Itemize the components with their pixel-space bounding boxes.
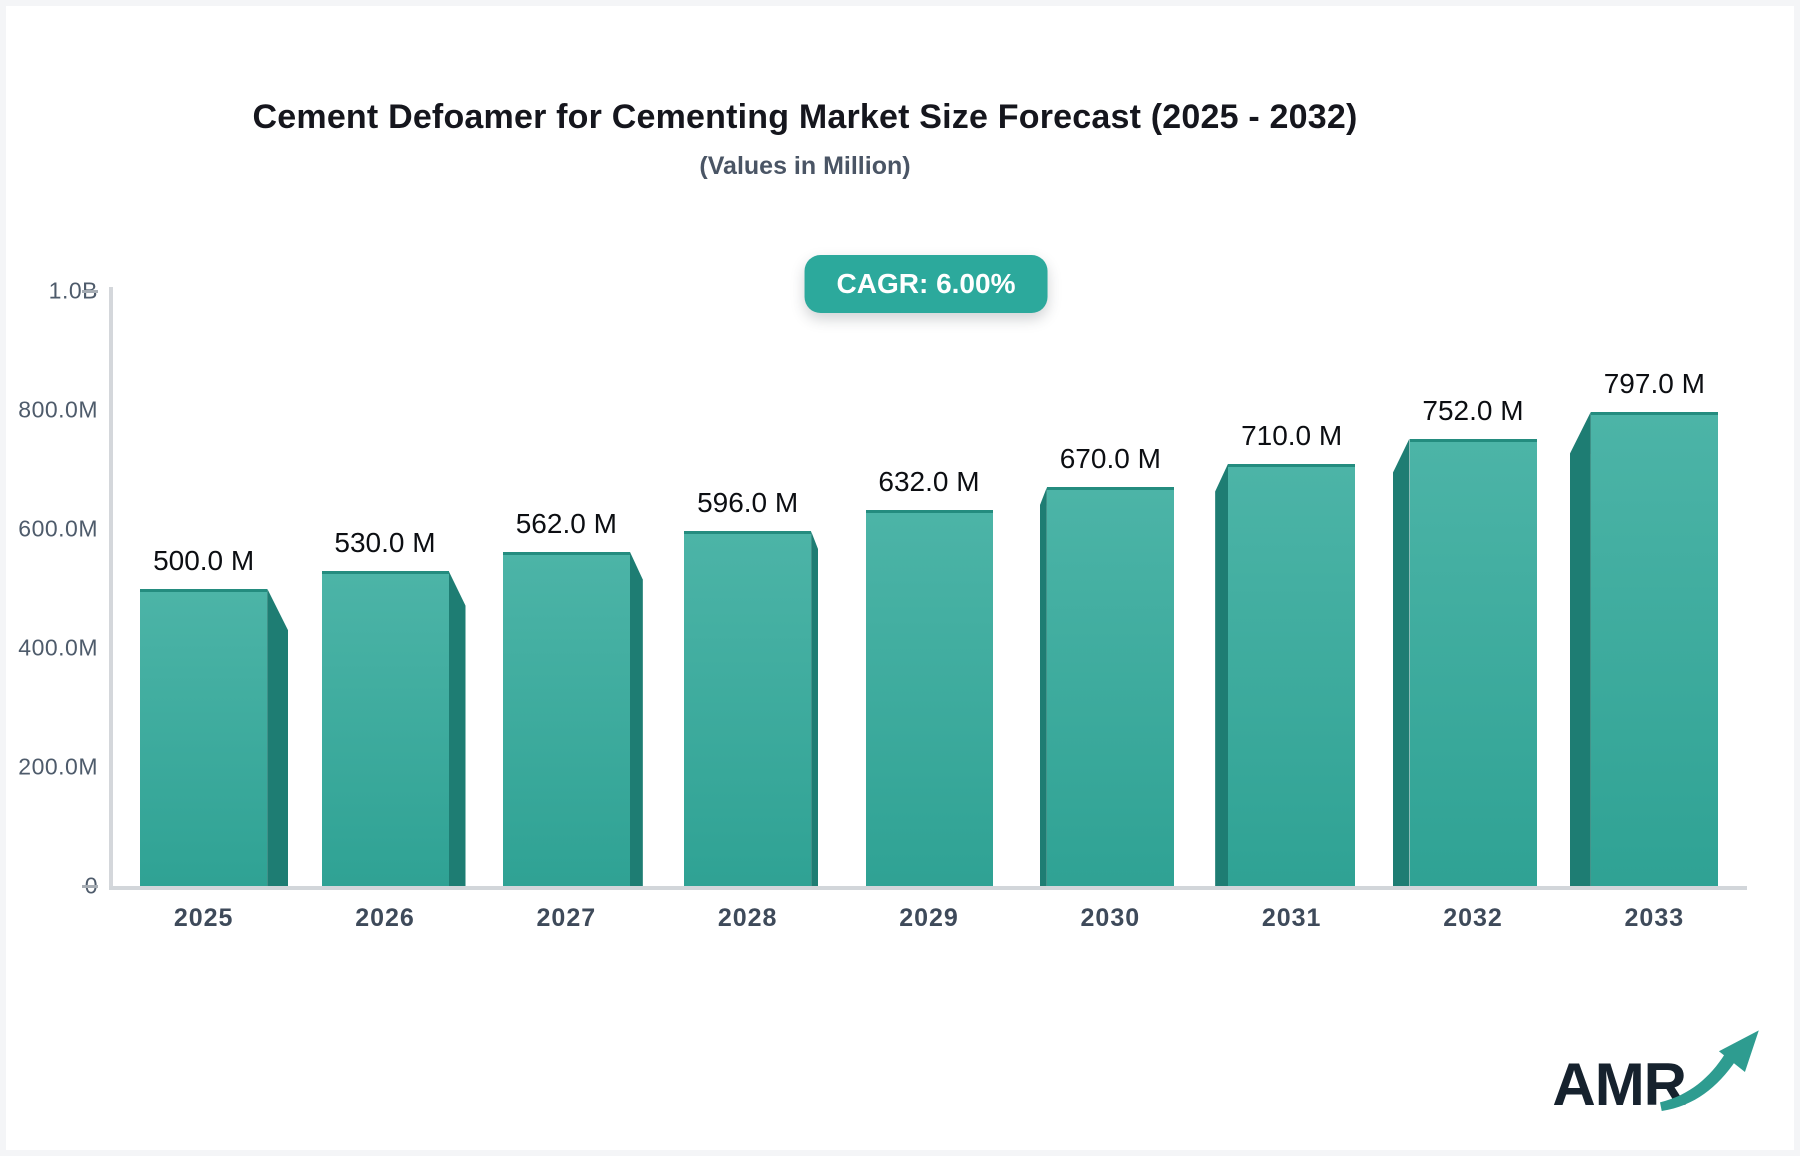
- bar-2033: [1590, 411, 1718, 886]
- bar-2026: [321, 570, 449, 886]
- y-tick-label: 400.0M: [18, 634, 98, 661]
- bar-2031: [1228, 463, 1356, 886]
- x-tick-label-2031: 2031: [1261, 904, 1322, 932]
- bar-side-face: [629, 551, 643, 886]
- x-tick-label-2030: 2030: [1080, 904, 1141, 932]
- x-tick-label-2033: 2033: [1624, 904, 1685, 932]
- bar-value-label: 752.0 M: [1422, 394, 1524, 426]
- bar-side-face: [811, 531, 819, 886]
- x-tick-label-2029: 2029: [899, 904, 959, 932]
- y-axis-line: [109, 287, 113, 890]
- bar-2030: [1046, 487, 1174, 886]
- bar-2029: [865, 509, 993, 886]
- bar-value-label: 562.0 M: [515, 507, 617, 539]
- x-tick-label-2026: 2026: [355, 904, 415, 932]
- x-axis-line: [109, 886, 1747, 890]
- bar-value-label: 500.0 M: [153, 544, 255, 576]
- y-tick-label: 600.0M: [18, 515, 98, 542]
- growth-arrow-icon: [1660, 1030, 1759, 1111]
- bar-2032: [1409, 438, 1537, 886]
- bar-side-face: [1569, 411, 1591, 886]
- chart-subtitle: (Values in Million): [699, 152, 911, 180]
- bar-side-face: [1215, 463, 1229, 886]
- bar-value-label: 632.0 M: [878, 465, 980, 497]
- amr-logo: AMR: [1552, 1028, 1764, 1115]
- y-tick-label: 200.0M: [18, 753, 98, 780]
- bar-2025: [140, 588, 268, 886]
- y-tick-dash: [82, 289, 98, 293]
- chart-card: Cement Defoamer for Cementing Market Siz…: [6, 6, 1794, 1150]
- bar-value-label: 596.0 M: [697, 487, 799, 519]
- bar-value-label: 530.0 M: [334, 526, 436, 558]
- bar-value-label: 710.0 M: [1241, 419, 1343, 451]
- y-tick-dash: [82, 884, 98, 888]
- bar-side-face: [448, 570, 466, 886]
- bar-2027: [502, 551, 630, 886]
- bar-side-face: [267, 588, 289, 886]
- bar-value-label: 670.0 M: [1059, 443, 1161, 475]
- y-tick-label: 800.0M: [18, 396, 98, 423]
- x-tick-label-2028: 2028: [717, 904, 778, 932]
- chart-title: Cement Defoamer for Cementing Market Siz…: [252, 98, 1358, 136]
- x-tick-label-2027: 2027: [536, 904, 597, 932]
- bar-side-face: [1392, 438, 1410, 886]
- x-tick-label-2032: 2032: [1443, 904, 1503, 932]
- x-tick-label-2025: 2025: [173, 904, 234, 932]
- bar-value-label: 797.0 M: [1603, 367, 1705, 399]
- bar-2028: [684, 531, 812, 886]
- cagr-badge: CAGR: 6.00%: [804, 255, 1048, 313]
- bar-side-face: [1039, 487, 1047, 886]
